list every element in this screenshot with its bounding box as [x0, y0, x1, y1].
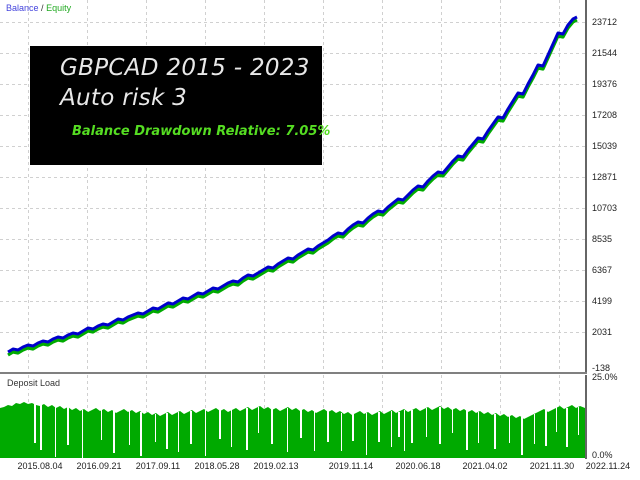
x-tick: 2015.08.04: [17, 461, 63, 471]
y-tick: 4199: [592, 296, 613, 306]
overlay-risk-mode: Auto risk 3: [60, 85, 188, 111]
y-tick: 6367: [592, 265, 613, 275]
x-tick: 2018.05.28: [194, 461, 240, 471]
deposit-load-area: [0, 402, 585, 458]
x-tick: 2019.11.14: [328, 461, 374, 471]
y-tick: 10703: [592, 203, 618, 213]
chart-legend: Balance / Equity: [6, 3, 71, 14]
x-tick: 2020.06.18: [395, 461, 441, 471]
annotation-overlay: GBPCAD 2015 - 2023 Auto risk 3 Balance D…: [30, 46, 331, 165]
deposit-load-gaps: [34, 403, 579, 458]
deposit-y-tick: 25.0%: [592, 372, 618, 382]
deposit-load-label: Deposit Load: [7, 378, 64, 389]
y-axis: 23712 21544 19376 17208 15039 12871 1070…: [590, 0, 640, 460]
deposit-load-svg: [0, 375, 585, 458]
deposit-y-tick: 0.0%: [592, 450, 613, 460]
deposit-load-plot: [0, 375, 585, 458]
balance-equity-panel: Balance / Equity GBPCAD 2015 - 2023 Auto…: [0, 0, 587, 373]
y-tick: 2031: [592, 327, 613, 337]
legend-separator: /: [41, 3, 44, 13]
y-tick: 19376: [592, 79, 618, 89]
overlay-drawdown: Balance Drawdown Relative: 7.05%: [72, 124, 331, 139]
y-tick: -138: [592, 363, 611, 373]
x-axis: 2015.08.04 2016.09.21 2017.09.11 2018.05…: [0, 461, 640, 479]
y-tick: 15039: [592, 141, 618, 151]
y-tick: 8535: [592, 234, 613, 244]
y-tick: 12871: [592, 172, 618, 182]
x-tick: 2021.04.02: [462, 461, 508, 471]
equity-curve: [7, 18, 578, 357]
x-tick: 2019.02.13: [253, 461, 299, 471]
y-tick: 23712: [592, 17, 618, 27]
y-tick: 17208: [592, 110, 618, 120]
overlay-symbol-period: GBPCAD 2015 - 2023: [60, 55, 310, 81]
y-tick: 21544: [592, 48, 618, 58]
deposit-load-panel: Deposit Load: [0, 375, 587, 459]
x-tick: 2016.09.21: [76, 461, 122, 471]
legend-equity-label: Equity: [46, 3, 72, 13]
x-tick: 2017.09.11: [135, 461, 181, 471]
balance-curve: [7, 15, 578, 354]
x-tick: 2021.11.30: [529, 461, 575, 471]
x-tick: 2022.11.24: [585, 461, 631, 471]
legend-balance-label: Balance: [6, 3, 39, 13]
panel-divider: [0, 372, 587, 374]
